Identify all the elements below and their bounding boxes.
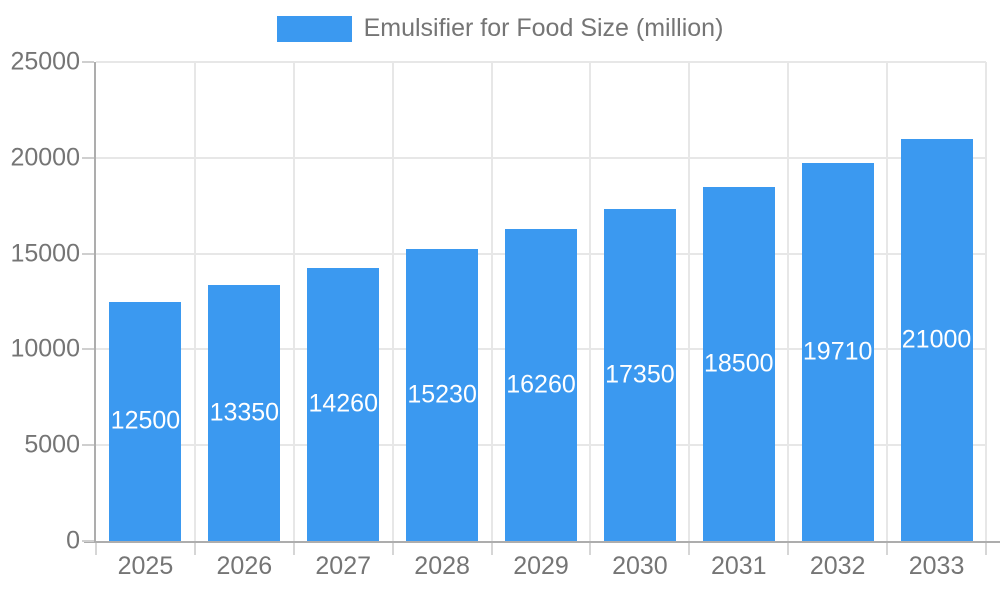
bar-value-label: 16260 <box>506 370 576 399</box>
gridline-v <box>292 62 295 541</box>
x-axis-tick <box>95 543 97 555</box>
x-axis-line <box>84 541 1000 543</box>
y-axis-label: 0 <box>66 526 80 555</box>
x-axis-label: 2025 <box>117 552 174 580</box>
gridline-v <box>787 62 790 541</box>
gridline-v <box>193 62 196 541</box>
x-axis-label: 2032 <box>809 552 866 580</box>
bar-2031 <box>702 186 775 541</box>
y-axis-tick <box>82 61 94 63</box>
plot-area: 0 5000 10000 15000 20000 25000 12500 2025 13350 2… <box>10 49 1000 579</box>
y-axis-label: 10000 <box>10 334 80 363</box>
bar-2030 <box>603 208 676 541</box>
bar-2027 <box>307 267 380 541</box>
bar-2025 <box>109 301 182 541</box>
x-axis-tick <box>787 543 790 555</box>
x-axis-label: 2033 <box>908 552 965 580</box>
bar-value-label: 14260 <box>308 389 378 418</box>
bar-value-label: 17350 <box>605 360 675 389</box>
y-axis-tick <box>82 252 94 255</box>
legend-swatch <box>276 15 352 42</box>
bar-2026 <box>208 285 281 541</box>
gridline-v <box>985 62 987 541</box>
y-axis-line <box>94 62 96 541</box>
x-axis-label: 2026 <box>216 552 273 580</box>
y-axis-tick <box>82 444 94 447</box>
bar-value-label: 15230 <box>407 380 477 409</box>
y-axis-label: 15000 <box>10 239 80 268</box>
bar-value-label: 21000 <box>901 325 972 354</box>
bar-value-label: 19710 <box>802 337 873 366</box>
x-axis-tick <box>391 543 394 555</box>
legend-label: Emulsifier for Food Size (million) <box>363 14 724 42</box>
y-axis-label: 20000 <box>10 143 80 172</box>
y-axis-tick <box>82 156 94 159</box>
x-axis-tick <box>688 543 691 555</box>
gridline-v <box>886 62 889 541</box>
gridline-v <box>490 62 493 541</box>
bar-2029 <box>505 229 577 541</box>
x-axis-label: 2027 <box>315 552 372 580</box>
x-axis-tick <box>589 543 592 555</box>
legend[interactable]: Emulsifier for Food Size (million) <box>0 14 1000 43</box>
x-axis-tick <box>886 543 889 555</box>
y-axis-label: 5000 <box>24 430 80 459</box>
x-axis-tick <box>193 543 196 555</box>
x-axis-label: 2028 <box>414 552 470 580</box>
gridline-v <box>391 62 394 541</box>
bar-2033 <box>900 138 973 541</box>
x-axis-label: 2031 <box>710 552 767 580</box>
gridline-h <box>96 61 986 63</box>
y-axis-tick <box>82 540 94 542</box>
gridline-v <box>589 62 592 541</box>
bar-2032 <box>801 163 874 541</box>
x-axis-label: 2030 <box>612 552 668 580</box>
x-axis-tick <box>985 543 987 555</box>
bar-value-label: 12500 <box>110 406 181 435</box>
bar-2028 <box>406 249 479 541</box>
bar-value-label: 13350 <box>209 398 280 427</box>
gridline-h <box>96 156 986 159</box>
y-axis-tick <box>82 348 94 351</box>
x-axis-label: 2029 <box>513 552 569 580</box>
bar-value-label: 18500 <box>704 349 774 378</box>
x-axis-tick <box>490 543 493 555</box>
gridline-v <box>688 62 691 541</box>
y-axis-label: 25000 <box>10 47 80 76</box>
x-axis-tick <box>292 543 295 555</box>
